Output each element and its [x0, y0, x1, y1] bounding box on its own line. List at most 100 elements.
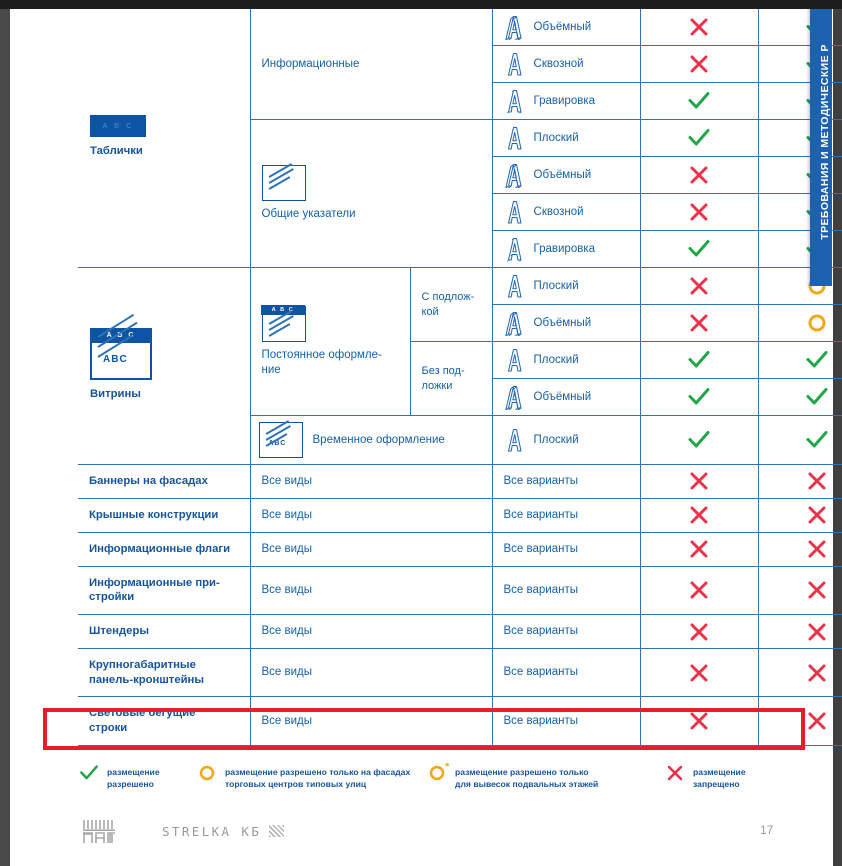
circle-icon	[429, 765, 445, 781]
type-label: Все виды	[261, 584, 313, 597]
execution-cell: Объёмный	[492, 304, 641, 342]
subtype-label: С подлож- кой	[421, 291, 475, 318]
check-icon	[688, 388, 710, 405]
execution-cell: Плоский	[492, 267, 641, 305]
check-icon	[806, 351, 828, 368]
execution-label: Плоский	[533, 280, 579, 292]
execution-cell: Все варианты	[492, 614, 641, 650]
cross-icon	[690, 506, 708, 524]
execution-label: Все варианты	[503, 542, 579, 555]
cross-icon	[667, 765, 683, 781]
execution-cell: Все варианты	[492, 464, 641, 499]
execution-label: Сквозной	[533, 206, 584, 218]
brand-block: STRELKA КБ	[82, 817, 285, 845]
category-cell: Световые бегущие строки	[78, 696, 251, 746]
placement-matrix-table: A B C Таблички Информационные Объёмный Сквоз…	[78, 9, 842, 746]
permission-cell-column-2	[758, 341, 842, 379]
permission-cell-column-1	[640, 119, 759, 157]
side-index-tab[interactable]: ТРЕБОВАНИЯ И МЕТОДИЧЕСКИЕ Р	[810, 0, 832, 286]
type-label: Временное оформление	[312, 433, 445, 446]
category-cell: A B C Таблички	[78, 9, 251, 268]
letter-a-flat-icon	[507, 349, 522, 372]
permission-cell-column-1	[640, 378, 759, 416]
table-row: Крышные конструкции Все виды Все варианты	[78, 498, 842, 533]
cross-icon	[808, 623, 826, 641]
type-cell: Все виды	[250, 648, 493, 698]
type-cell: Все виды	[250, 532, 493, 567]
execution-label: Объёмный	[533, 169, 592, 181]
permission-cell-column-1	[640, 696, 759, 746]
table-row: Штендеры Все виды Все варианты	[78, 614, 842, 650]
plate-tab-pictogram: A B C	[90, 115, 146, 138]
check-icon	[688, 129, 710, 146]
execution-label: Сквозной	[533, 58, 584, 70]
execution-label: Все варианты	[503, 714, 579, 727]
type-label: Общие указатели	[261, 208, 356, 221]
permission-cell-column-1	[640, 45, 759, 83]
permission-cell-column-2	[758, 696, 842, 746]
cross-icon	[690, 55, 708, 73]
subtype-label: Без под- ложки	[421, 365, 465, 392]
table-row: Объёмный	[78, 156, 842, 194]
cross-icon	[690, 277, 708, 295]
plate-tab-pictogram-caption: A B C	[102, 122, 134, 130]
execution-label: Объёмный	[533, 391, 592, 403]
execution-cell: Все варианты	[492, 532, 641, 567]
permission-cell-column-2	[758, 378, 842, 416]
permission-cell-column-2	[758, 648, 842, 698]
check-icon	[80, 765, 98, 780]
permission-cell-column-1	[640, 304, 759, 342]
cross-icon	[690, 166, 708, 184]
legend-asterisk: *	[445, 761, 450, 773]
category-label: Световые бегущие строки	[89, 707, 196, 735]
execution-cell: Все варианты	[492, 696, 641, 746]
letter-a-volumetric-icon	[504, 386, 522, 410]
check-icon	[688, 351, 710, 368]
subtype-cell: Без под- ложки	[410, 341, 493, 416]
execution-cell: Все варианты	[492, 498, 641, 533]
legend-text: размещение разрешено только на фасадах т…	[225, 767, 411, 790]
cross-icon	[690, 581, 708, 599]
permission-cell-column-2	[758, 415, 842, 465]
legend-text: размещение разрешено только для вывесок …	[455, 767, 599, 790]
cross-icon	[690, 664, 708, 682]
sign-list-pictogram	[261, 163, 306, 202]
category-label: Баннеры на фасадах	[89, 475, 208, 488]
type-cell: Все виды	[250, 614, 493, 650]
execution-label: Все варианты	[503, 625, 579, 638]
permission-cell-column-2	[758, 532, 842, 567]
subtype-cell: С подлож- кой	[410, 267, 493, 342]
execution-cell: Объёмный	[492, 156, 641, 194]
permission-cell-column-1	[640, 267, 759, 305]
cross-icon	[808, 581, 826, 599]
legend-mark: *	[426, 761, 450, 784]
type-label: Информационные	[261, 57, 360, 70]
type-label: Все виды	[261, 508, 313, 521]
letter-a-volumetric-icon	[504, 312, 522, 336]
letter-a-flat-icon	[507, 429, 522, 452]
category-label: Крупногабаритные панель-кронштейны	[89, 659, 205, 686]
cross-icon	[808, 540, 826, 558]
execution-label: Плоский	[533, 132, 579, 144]
execution-cell: Гравировка	[492, 230, 641, 268]
cross-icon	[690, 623, 708, 641]
shop-window-pictogram: A B C ABC	[90, 314, 152, 381]
legend-item: размещение разрешено только на фасадах т…	[196, 762, 426, 791]
type-cell: Общие указатели	[250, 119, 493, 268]
type-cell: Все виды	[250, 464, 493, 499]
execution-cell: Объёмный	[492, 9, 641, 46]
permission-cell-column-1	[640, 230, 759, 268]
permanent-decor-pictogram-caption: A B C	[271, 306, 295, 313]
execution-label: Все варианты	[503, 666, 579, 679]
legend-item: размещение разрешено	[78, 762, 196, 791]
type-label: Постоянное оформле- ние	[261, 348, 382, 376]
cross-icon	[690, 314, 708, 332]
execution-cell: Сквозной	[492, 193, 641, 231]
cross-icon	[690, 712, 708, 730]
table-row: ABC Временное оформление Плоский	[78, 415, 842, 465]
type-label: Все виды	[261, 625, 313, 638]
permission-cell-column-1	[640, 156, 759, 194]
table-row: A B C Таблички Информационные Объёмный	[78, 9, 842, 268]
table-row: Информационные флаги Все виды Все варианты	[78, 532, 842, 567]
